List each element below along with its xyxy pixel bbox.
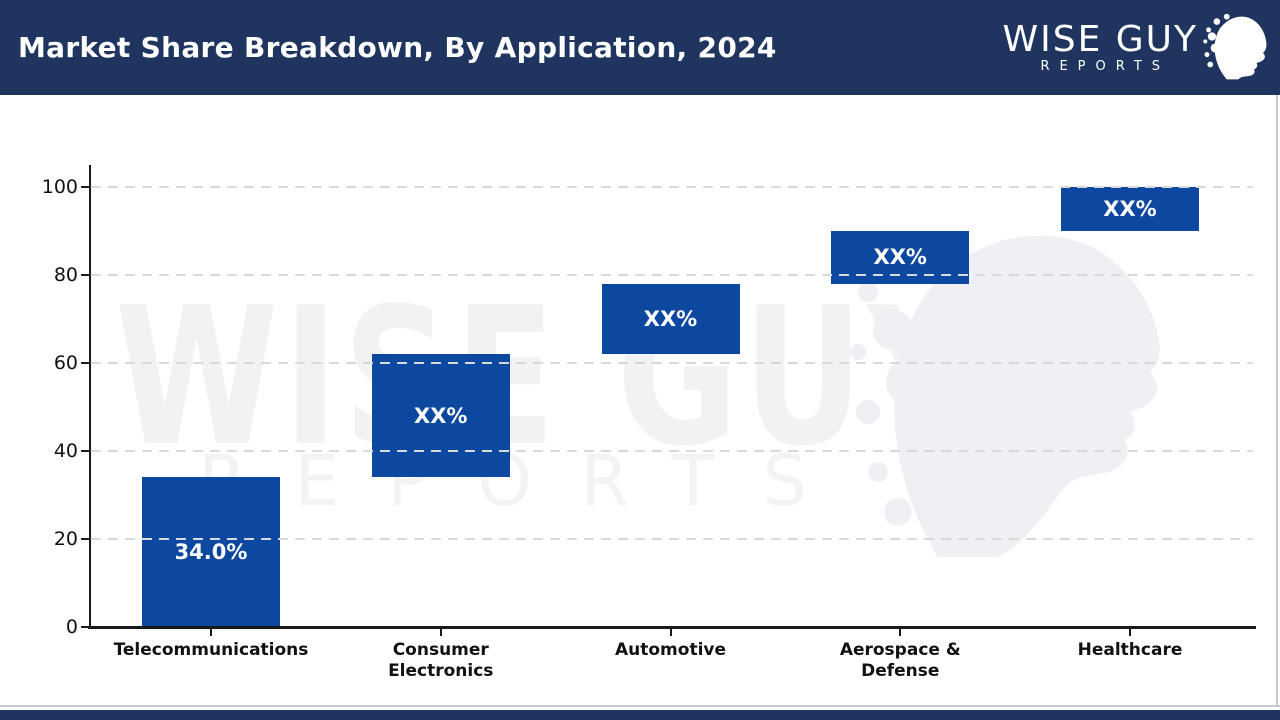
y-gridline-100 — [91, 186, 1253, 188]
category-label-3: Aerospace & Defense — [780, 640, 1020, 682]
y-gridline-20 — [91, 538, 1253, 540]
x-axis-line — [88, 626, 1256, 629]
category-label-line: Consumer — [392, 640, 489, 660]
watermark-wiseguy-text: WISE GUY — [115, 267, 980, 488]
x-tickmark-2 — [669, 628, 672, 636]
y-tick-label-20: 20 — [53, 528, 78, 550]
y-gridline-40 — [91, 450, 1253, 452]
y-tick-label-100: 100 — [41, 176, 78, 198]
y-tickmark-0 — [81, 626, 90, 628]
footer-bar — [0, 710, 1280, 720]
bar-value-label: 34.0% — [174, 540, 248, 565]
bar-value-label: XX% — [1103, 197, 1157, 221]
bar-value-label: XX% — [643, 306, 698, 331]
logo-brand-subtitle: REPORTS — [1040, 59, 1171, 74]
category-label-line: Electronics — [388, 661, 494, 681]
bar-value-label: XX% — [414, 403, 468, 428]
y-axis-line — [89, 165, 91, 628]
category-label-1: Consumer Electronics — [321, 640, 561, 682]
bottom-hairline — [0, 705, 1280, 707]
watermark-reports-text: REPORTS — [198, 440, 855, 522]
category-label-line: Automotive — [614, 640, 727, 660]
y-tick-label-40: 40 — [53, 440, 78, 462]
category-label-line: Telecommunications — [113, 640, 309, 660]
y-tickmark-40 — [81, 450, 90, 452]
y-gridline-60 — [91, 362, 1253, 364]
y-tick-label-0: 0 — [65, 616, 78, 638]
y-tickmark-80 — [81, 274, 90, 276]
y-tickmark-100 — [81, 186, 90, 188]
right-hairline — [1276, 95, 1278, 707]
y-tick-label-80: 80 — [53, 264, 78, 286]
category-label-4: Healthcare — [1010, 640, 1250, 661]
x-tickmark-1 — [439, 628, 442, 636]
bar-automotive: XX% — [601, 283, 740, 355]
x-tickmark-4 — [1129, 628, 1131, 636]
bar-healthcare: XX% — [1061, 187, 1199, 231]
wiseguy-face-icon — [1203, 13, 1267, 80]
page-title: Market Share Breakdown, By Application, … — [18, 31, 777, 64]
category-label-line: Aerospace & — [839, 640, 961, 660]
watermark-face-graphic — [850, 233, 1160, 557]
y-gridline-80 — [91, 274, 1253, 276]
category-label-line: Healthcare — [1077, 640, 1183, 660]
x-tickmark-0 — [210, 628, 212, 636]
bar-value-label: XX% — [873, 245, 927, 270]
wiseguy-logo-text: WISE GUY REPORTS — [1003, 21, 1199, 75]
bar-consumer-electronics: XX% — [371, 354, 510, 478]
logo-brand-name: WISE GUY — [1002, 19, 1198, 60]
header-bar: Market Share Breakdown, By Application, … — [0, 0, 1280, 95]
y-tickmark-20 — [81, 538, 90, 540]
bar-telecommunications: 34.0% — [142, 477, 280, 627]
y-tick-label-60: 60 — [53, 352, 78, 374]
y-tickmark-60 — [81, 362, 90, 364]
category-label-0: Telecommunications — [91, 640, 331, 661]
x-tickmark-3 — [899, 628, 902, 636]
category-label-2: Automotive — [551, 640, 791, 661]
category-label-line: Defense — [861, 661, 940, 681]
wiseguy-logo: WISE GUY REPORTS — [1003, 8, 1269, 88]
